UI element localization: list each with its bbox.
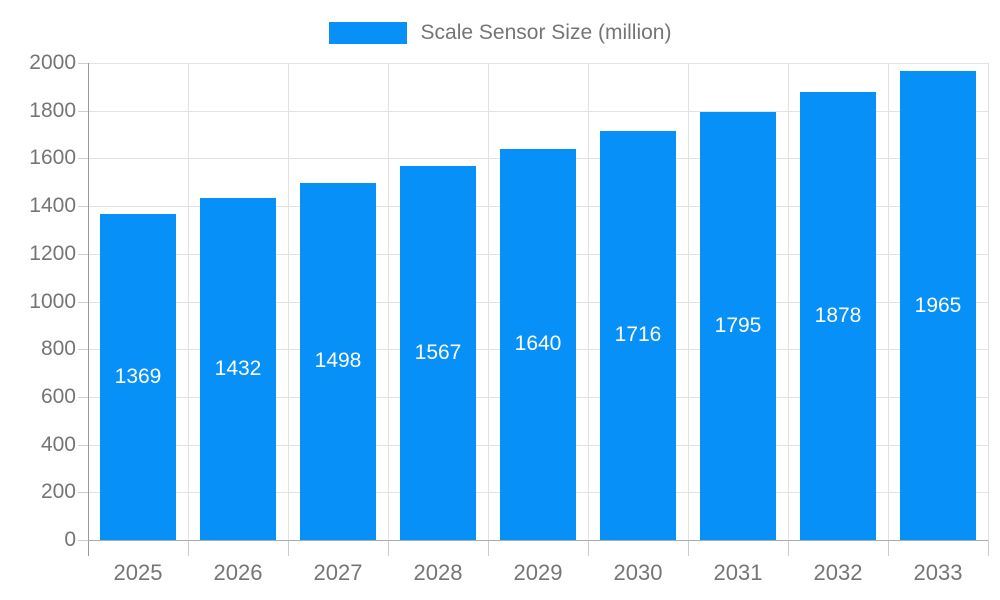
x-gridline (488, 63, 489, 540)
y-axis-tick-label: 400 (40, 432, 76, 456)
x-axis-tick (488, 540, 489, 556)
bar-value-label: 1965 (914, 293, 962, 317)
bar: 1432 (200, 198, 276, 540)
x-axis-tick (888, 540, 889, 556)
x-axis-tick-label: 2027 (313, 560, 363, 585)
y-axis-tick-label: 1600 (29, 146, 76, 170)
x-axis-tick-label: 2028 (413, 560, 463, 585)
y-axis-tick-label: 800 (40, 337, 76, 361)
bar: 1716 (600, 130, 676, 540)
legend: Scale Sensor Size (million) (0, 20, 1000, 46)
y-axis-tick-label: 1400 (29, 194, 76, 218)
plot-area: 1369 1432 1498 1567 1640 1716 1795 1878 1965 (78, 63, 989, 556)
bar: 1640 (500, 148, 576, 540)
x-axis-tick (288, 540, 289, 556)
y-axis-tick (78, 444, 88, 446)
bar: 1965 (900, 71, 976, 540)
x-gridline (788, 63, 789, 540)
x-gridline (888, 63, 889, 540)
y-axis-tick-label: 200 (40, 480, 76, 504)
legend-swatch (328, 22, 407, 44)
y-axis-tick (78, 253, 88, 255)
y-axis-tick (78, 206, 88, 208)
y-axis-tick (78, 301, 88, 303)
x-axis-tick-label: 2025 (113, 560, 163, 585)
x-axis-tick (188, 540, 189, 556)
x-axis-tick-label: 2030 (613, 560, 663, 585)
bar-value-label: 1432 (214, 357, 262, 381)
bar: 1498 (300, 182, 376, 540)
y-axis-tick-label: 600 (40, 384, 76, 408)
bar-value-label: 1795 (714, 313, 762, 337)
bar: 1567 (400, 166, 476, 540)
x-axis-tick (588, 540, 589, 556)
y-axis-tick (78, 63, 88, 64)
bar: 1878 (800, 92, 876, 540)
x-axis-tick (688, 540, 689, 556)
x-axis-tick (388, 540, 389, 556)
x-gridline (288, 63, 289, 540)
y-axis-tick-label: 0 (64, 528, 76, 551)
bar-value-label: 1369 (114, 364, 162, 388)
x-axis-tick-label: 2031 (713, 560, 763, 585)
x-gridline (388, 63, 389, 540)
x-gridline (588, 63, 589, 540)
y-axis-tick-label: 1200 (29, 241, 76, 265)
y-axis-line (88, 63, 89, 556)
bar: 1795 (700, 111, 776, 540)
bar-value-label: 1716 (614, 323, 662, 347)
bar: 1369 (100, 213, 176, 540)
x-axis-tick (988, 540, 989, 556)
y-gridline (88, 110, 988, 112)
y-axis-tick-label: 2000 (29, 51, 76, 74)
bar-value-label: 1640 (514, 332, 562, 356)
x-gridline (688, 63, 689, 540)
legend-label: Scale Sensor Size (million) (420, 21, 672, 44)
y-axis-tick (78, 349, 88, 351)
x-gridline (988, 63, 989, 540)
x-axis-tick-label: 2029 (513, 560, 563, 585)
x-axis-tick (788, 540, 789, 556)
y-gridline (88, 63, 988, 64)
y-axis-tick-label: 1000 (29, 289, 76, 313)
y-axis-tick (78, 110, 88, 112)
x-axis-tick-label: 2032 (813, 560, 863, 585)
x-axis-tick-label: 2026 (213, 560, 263, 585)
bar-value-label: 1498 (314, 349, 362, 373)
y-axis-tick (78, 540, 88, 541)
x-axis-tick-label: 2033 (913, 560, 963, 585)
x-axis-line (88, 540, 988, 541)
bar-value-label: 1878 (814, 304, 862, 328)
y-axis-tick (78, 492, 88, 494)
x-gridline (188, 63, 189, 540)
y-axis-tick-label: 1800 (29, 98, 76, 122)
y-axis-tick (78, 158, 88, 160)
bar-value-label: 1567 (414, 341, 462, 365)
y-axis-tick (78, 396, 88, 398)
